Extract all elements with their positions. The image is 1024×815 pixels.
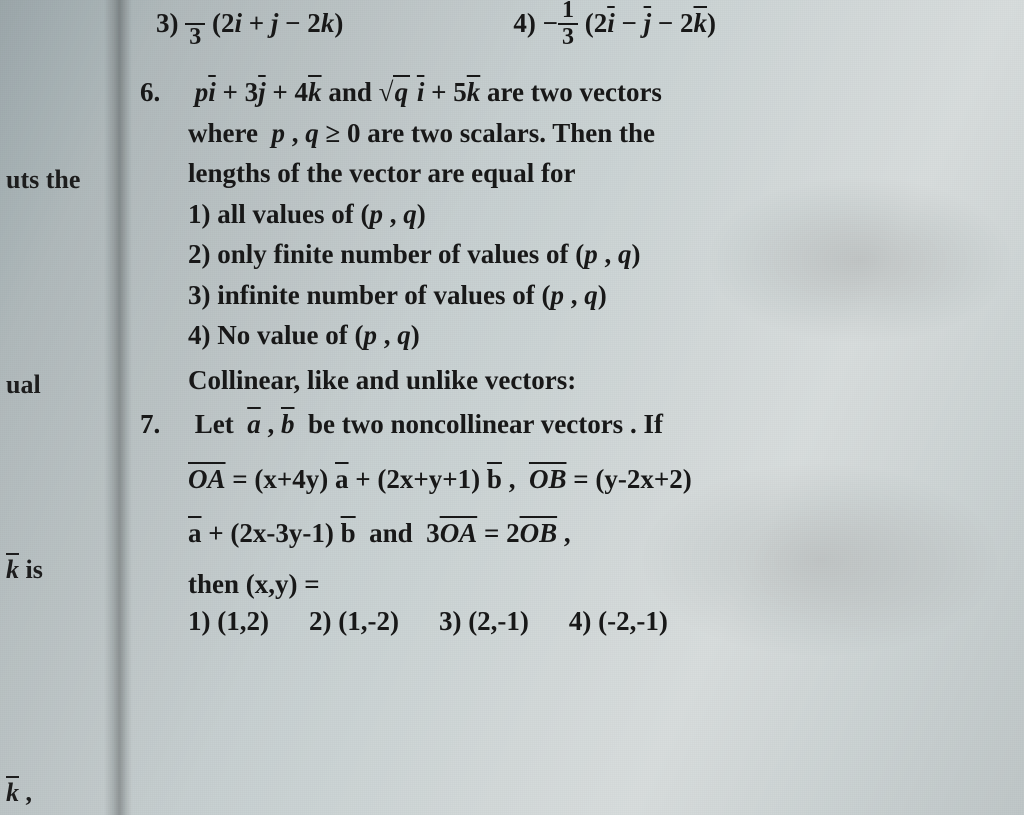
left-frag-2: ual [6, 370, 41, 400]
prev-opt-3: 3) 3 (2i + j − 2k) [156, 0, 343, 50]
page-spine [104, 0, 132, 815]
left-frag-3: k is [6, 555, 43, 585]
sqrt-q: q [379, 72, 411, 113]
q7-line4: then (x,y) = [140, 564, 1000, 605]
q6-opt3: 3) infinite number of values of (p , q) [140, 275, 1000, 316]
main-content: 3) 3 (2i + j − 2k) 4) −13 (2i − j − 2k) … [140, 0, 1000, 637]
section-heading: Collinear, like and unlike vectors: [140, 360, 1000, 401]
q6-line3: lengths of the vector are equal for [140, 153, 1000, 194]
q6-line2: where p , q ≥ 0 are two scalars. Then th… [140, 113, 1000, 154]
q6-line1: 6. pi + 3j + 4k and q i + 5k are two vec… [140, 72, 1000, 113]
q7-line1: 7. Let a , b be two noncollinear vectors… [140, 404, 1000, 445]
q7-line3: a + (2x-3y-1) b and 3OA = 2OB , [140, 513, 1000, 554]
q7-options: 1) (1,2) 2) (1,-2) 3) (2,-1) 4) (-2,-1) [140, 606, 1000, 637]
q7-opt1: 1) (1,2) [188, 606, 269, 637]
q7-opt4: 4) (-2,-1) [569, 606, 668, 637]
q6-opt2: 2) only finite number of values of (p , … [140, 234, 1000, 275]
left-margin: uts the ual k is k , [0, 0, 108, 815]
left-frag-4: k , [6, 778, 32, 808]
q6-opt1: 1) all values of (p , q) [140, 194, 1000, 235]
q6-number: 6. [140, 72, 188, 113]
left-frag-1: uts the [6, 165, 80, 195]
q7-opt2: 2) (1,-2) [309, 606, 399, 637]
q7-line2: OA = (x+4y) a + (2x+y+1) b , OB = (y-2x+… [140, 459, 1000, 500]
prev-opt-4: 4) −13 (2i − j − 2k) [513, 0, 716, 50]
q6-opt4: 4) No value of (p , q) [140, 315, 1000, 356]
prev-question-options: 3) 3 (2i + j − 2k) 4) −13 (2i − j − 2k) [140, 0, 1000, 50]
q7-number: 7. [140, 404, 188, 445]
q7-opt3: 3) (2,-1) [439, 606, 529, 637]
